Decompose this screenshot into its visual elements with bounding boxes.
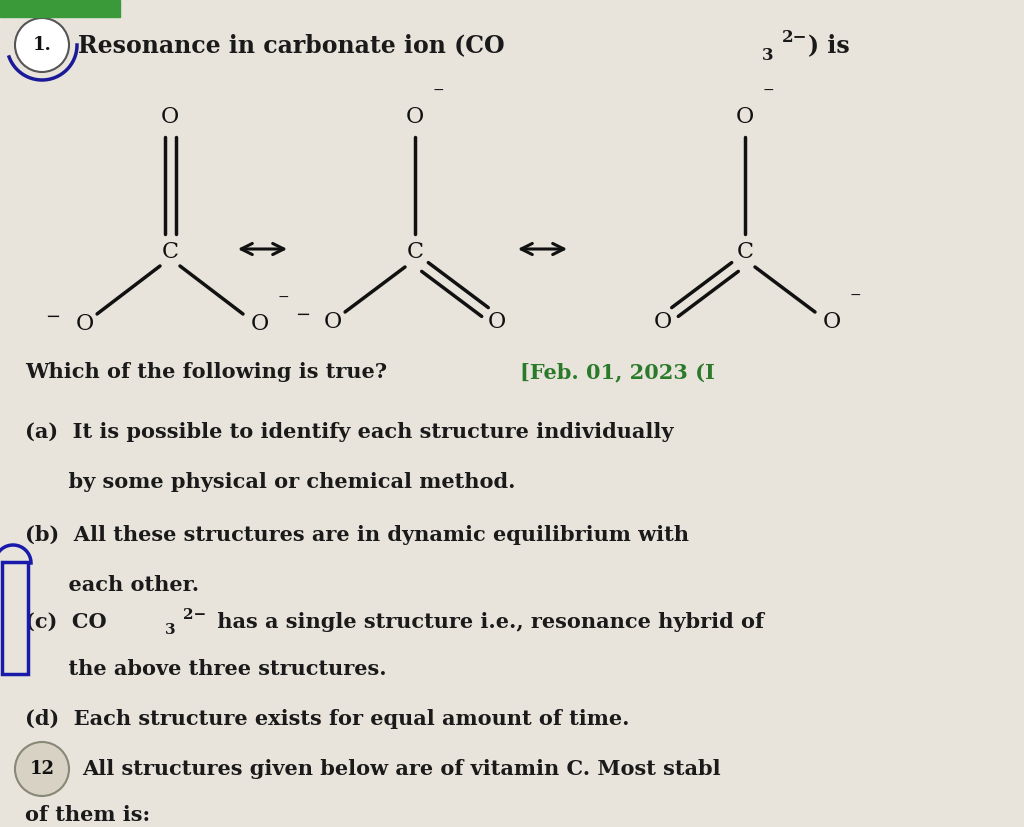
Text: each other.: each other. — [25, 575, 199, 595]
Text: (c)  CO: (c) CO — [25, 612, 106, 632]
Text: O: O — [487, 311, 506, 333]
Text: [Feb. 01, 2023 (I: [Feb. 01, 2023 (I — [520, 362, 715, 382]
Text: (b)  All these structures are in dynamic equilibrium with: (b) All these structures are in dynamic … — [25, 525, 689, 545]
Text: 3: 3 — [165, 623, 176, 637]
Text: O: O — [76, 313, 94, 335]
Text: O: O — [654, 311, 672, 333]
Text: of them is:: of them is: — [25, 805, 151, 825]
Text: O: O — [161, 106, 179, 128]
Text: O: O — [406, 106, 424, 128]
Text: −: − — [849, 288, 861, 302]
Text: the above three structures.: the above three structures. — [25, 659, 387, 679]
Text: O: O — [736, 106, 754, 128]
Text: −: − — [278, 290, 289, 304]
Text: ) is: ) is — [808, 33, 850, 57]
Circle shape — [15, 742, 69, 796]
Text: by some physical or chemical method.: by some physical or chemical method. — [25, 472, 515, 492]
Text: 2−: 2− — [183, 608, 206, 622]
Text: 12: 12 — [30, 760, 54, 778]
Text: has a single structure i.e., resonance hybrid of: has a single structure i.e., resonance h… — [210, 612, 764, 632]
Text: 3: 3 — [762, 46, 773, 64]
Circle shape — [15, 18, 69, 72]
Text: C: C — [407, 241, 424, 263]
Text: −: − — [45, 308, 60, 326]
Text: Resonance in carbonate ion (CO: Resonance in carbonate ion (CO — [78, 33, 505, 57]
Text: (a)  It is possible to identify each structure individually: (a) It is possible to identify each stru… — [25, 422, 674, 442]
Text: O: O — [251, 313, 269, 335]
Text: (d)  Each structure exists for equal amount of time.: (d) Each structure exists for equal amou… — [25, 709, 630, 729]
Bar — [0, 0, 120, 17]
Text: O: O — [823, 311, 841, 333]
Text: C: C — [162, 241, 178, 263]
Text: All structures given below are of vitamin C. Most stabl: All structures given below are of vitami… — [82, 759, 721, 779]
Text: −: − — [296, 306, 310, 324]
Text: −: − — [432, 83, 443, 97]
Text: C: C — [736, 241, 754, 263]
Text: O: O — [324, 311, 342, 333]
Text: 2−: 2− — [782, 28, 808, 45]
Text: 1.: 1. — [33, 36, 51, 54]
Text: −: − — [762, 83, 774, 97]
Text: Which of the following is true?: Which of the following is true? — [25, 362, 387, 382]
